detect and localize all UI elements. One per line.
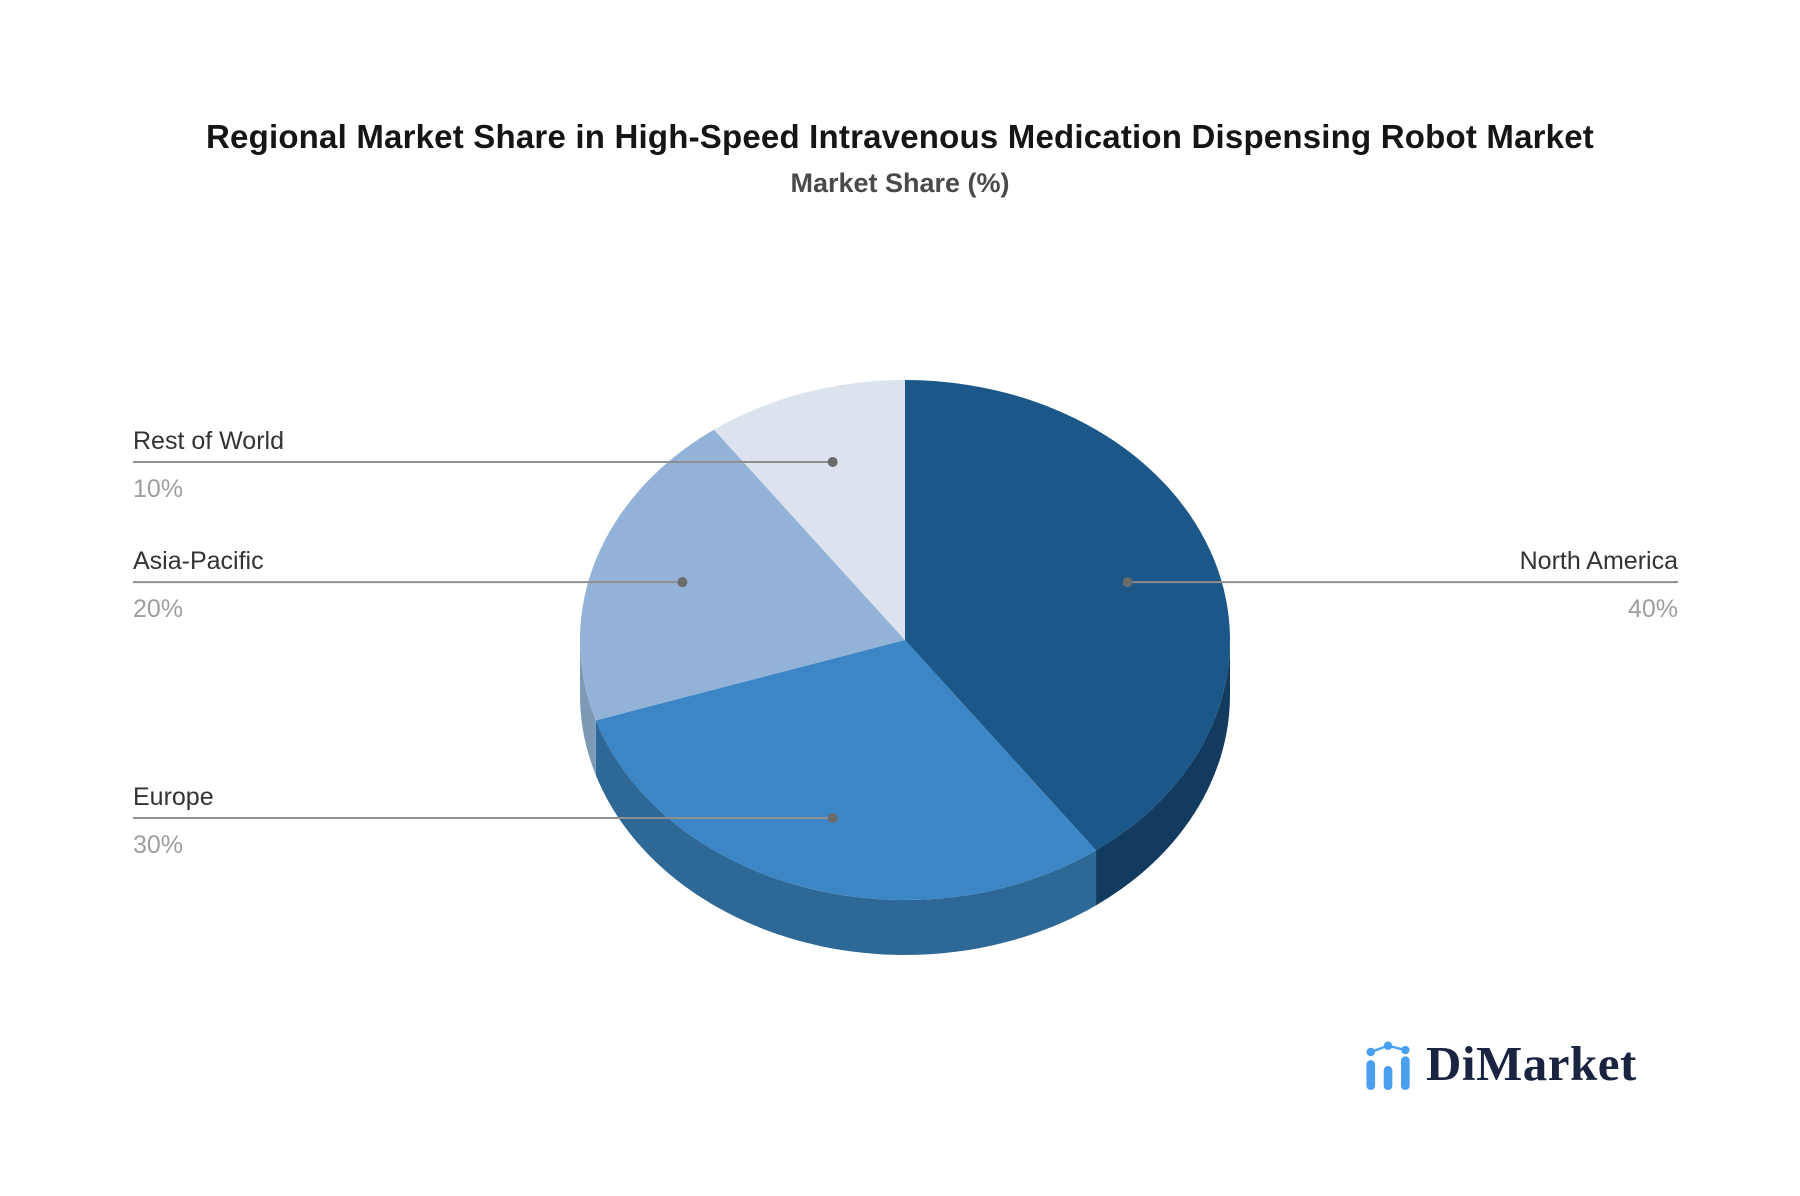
pie-slices [579, 380, 1230, 900]
category-label-asia-pacific: Asia-Pacific [133, 547, 264, 575]
category-label-europe: Europe [133, 783, 214, 811]
leader-dot-europe [827, 813, 838, 824]
value-label-north-america: 40% [1628, 595, 1678, 623]
pie-slice-side-north-america [1096, 640, 1230, 906]
brand-logo-text: DiMarket [1426, 1036, 1637, 1091]
pie-3d-sides [580, 640, 1230, 955]
brand-logo: DiMarket [1364, 1038, 1637, 1090]
chart-title: Regional Market Share in High-Speed Intr… [206, 118, 1594, 155]
pie-slice-europe[interactable] [595, 640, 1097, 900]
pie-slice-north-america[interactable] [905, 380, 1230, 851]
leader-lines [133, 456, 1678, 824]
leader-dot-asia-pacific [677, 577, 688, 588]
pie-slice-asia-pacific[interactable] [579, 429, 905, 721]
leader-dot-north-america [1122, 577, 1133, 588]
category-label-north-america: North America [1520, 547, 1678, 575]
bar-chart-sparkline-icon [1366, 1041, 1410, 1090]
pie-slice-side-asia-pacific [580, 640, 596, 776]
slice-labels: North America 40% Europe 30% Asia-Pacific 20%… [133, 427, 1678, 859]
value-label-rest-of-world: 10% [133, 475, 183, 503]
category-label-rest-of-world: Rest of World [133, 427, 284, 455]
value-label-asia-pacific: 20% [133, 595, 183, 623]
leader-dot-rest-of-world [827, 456, 838, 467]
value-label-europe: 30% [133, 831, 183, 859]
chart-subtitle: Market Share (%) [790, 168, 1010, 198]
pie-slice-side-europe [595, 720, 1097, 955]
pie-slice-rest-of-world[interactable] [713, 380, 905, 640]
